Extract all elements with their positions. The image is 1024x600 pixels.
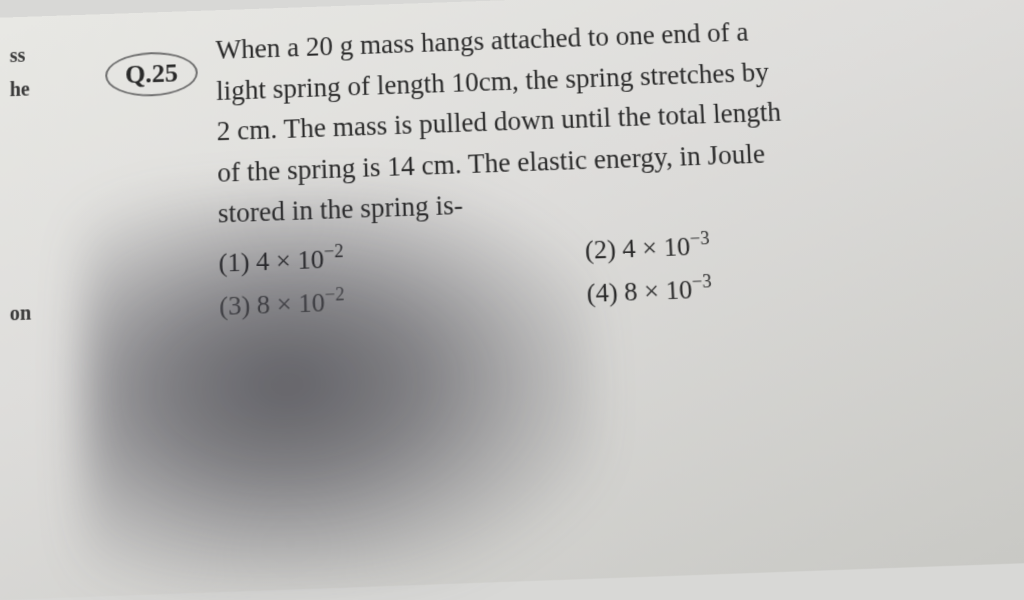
option-4-exponent: −3	[691, 271, 712, 292]
margin-fragment-ss: ss	[10, 45, 26, 68]
option-2-exponent: −3	[689, 227, 710, 248]
margin-fragment-he: he	[10, 78, 30, 102]
option-1: (1) 4 × 10−2	[218, 234, 524, 278]
margin-fragment-on: on	[10, 302, 32, 327]
option-1-exponent: −2	[324, 240, 344, 261]
question-text: When a 20 g mass hangs attached to one e…	[215, 5, 968, 235]
question-number: Q.25	[125, 58, 178, 90]
content-area: ss he on Q.25 When a 20 g mass hangs att…	[60, 3, 1005, 327]
option-4: (4) 8 × 10−3	[586, 265, 893, 309]
option-4-text: (4) 8 × 10	[586, 274, 693, 308]
option-2: (2) 4 × 10−3	[584, 221, 890, 265]
option-3: (3) 8 × 10−2	[219, 278, 526, 323]
option-1-text: (1) 4 × 10	[218, 244, 324, 277]
options-grid: (1) 4 × 10−2 (2) 4 × 10−3 (3) 8 × 10−2 (…	[218, 217, 1004, 322]
option-3-text: (3) 8 × 10	[219, 287, 325, 321]
option-2-text: (2) 4 × 10	[584, 231, 690, 264]
page-surface: ss he on Q.25 When a 20 g mass hangs att…	[0, 0, 1024, 600]
option-3-exponent: −2	[325, 284, 345, 305]
question-number-badge: Q.25	[105, 51, 198, 98]
